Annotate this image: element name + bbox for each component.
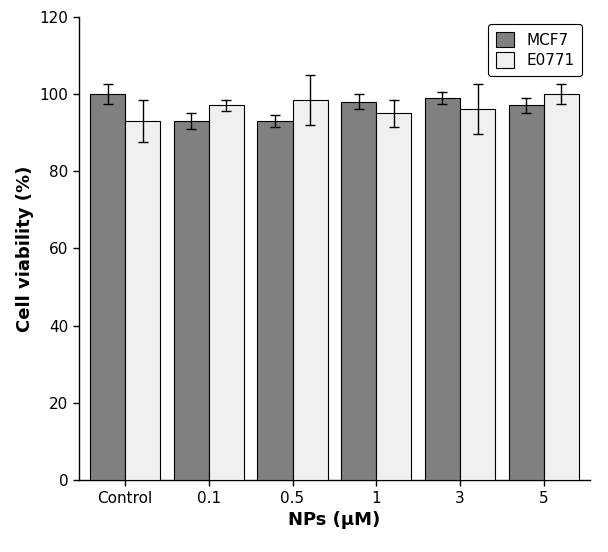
Bar <box>425 98 460 480</box>
Bar <box>460 109 495 480</box>
Bar <box>174 121 209 480</box>
Bar <box>341 102 376 480</box>
Bar <box>90 94 125 480</box>
Y-axis label: Cell viability (%): Cell viability (%) <box>16 165 34 332</box>
Legend: MCF7, E0771: MCF7, E0771 <box>488 24 582 76</box>
Bar <box>209 105 244 480</box>
Bar <box>125 121 161 480</box>
Bar <box>257 121 292 480</box>
Bar <box>292 100 328 480</box>
Bar <box>544 94 579 480</box>
Bar <box>508 105 544 480</box>
X-axis label: NPs (μM): NPs (μM) <box>288 511 381 529</box>
Bar <box>376 113 412 480</box>
